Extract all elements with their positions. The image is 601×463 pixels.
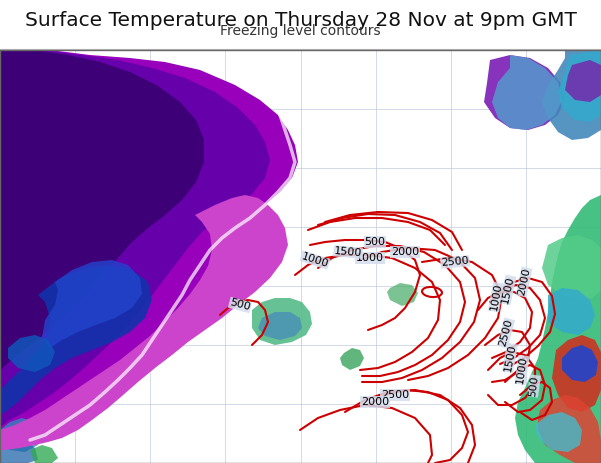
Text: 1000: 1000 [300,251,330,269]
Text: 2000: 2000 [391,247,419,257]
Polygon shape [0,195,288,450]
Text: 2500: 2500 [441,256,469,268]
Polygon shape [484,55,565,130]
Text: 1500: 1500 [502,344,517,373]
Text: 500: 500 [364,237,385,247]
Polygon shape [252,298,312,345]
Text: 2500: 2500 [381,390,409,400]
Text: Surface Temperature on Thursday 28 Nov at 9pm GMT: Surface Temperature on Thursday 28 Nov a… [25,11,576,30]
Text: 1000: 1000 [489,282,504,312]
Polygon shape [0,50,270,427]
Polygon shape [340,348,364,370]
Text: 1500: 1500 [334,246,362,258]
Text: 1000: 1000 [356,253,384,263]
Polygon shape [492,55,562,130]
Polygon shape [538,395,601,463]
Polygon shape [542,235,601,300]
Text: 1000: 1000 [515,356,529,385]
Text: 500: 500 [228,297,251,313]
Text: 500: 500 [528,375,540,397]
Polygon shape [548,288,595,335]
Text: 2500: 2500 [498,318,514,348]
Polygon shape [0,50,204,370]
Text: 2000: 2000 [361,397,389,407]
Polygon shape [387,283,418,306]
Text: 2000: 2000 [516,267,532,297]
Polygon shape [30,445,58,463]
Polygon shape [0,418,42,452]
Polygon shape [42,260,142,348]
Polygon shape [0,50,298,448]
Polygon shape [552,335,601,412]
Polygon shape [515,195,601,463]
Polygon shape [0,265,152,415]
Polygon shape [562,345,598,382]
Polygon shape [565,60,601,102]
Polygon shape [0,440,38,463]
Polygon shape [542,50,601,140]
Polygon shape [535,412,582,452]
Polygon shape [558,50,601,122]
Polygon shape [258,312,302,340]
Text: 1500: 1500 [500,275,516,305]
Polygon shape [8,335,55,372]
Text: Freezing level contours: Freezing level contours [220,24,381,38]
